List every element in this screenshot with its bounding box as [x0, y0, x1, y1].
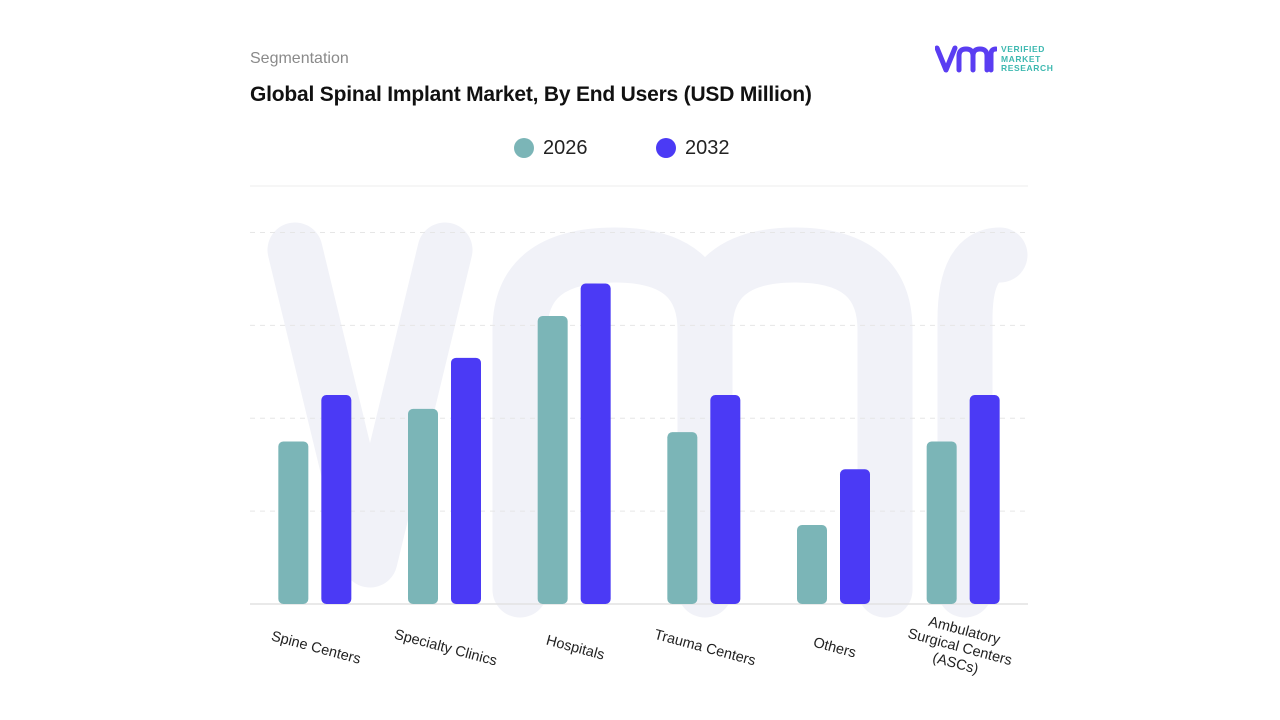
logo-line: RESEARCH — [1001, 63, 1054, 73]
legend-swatch-2032 — [656, 138, 676, 158]
gridlines — [250, 185, 1028, 605]
watermark-r-shape — [937, 227, 1028, 618]
bars — [278, 283, 1000, 604]
bar-2026 — [797, 525, 827, 604]
logo-line: MARKET — [1001, 53, 1041, 64]
watermark-logo — [267, 222, 1028, 618]
bar-2026 — [926, 441, 957, 604]
bar-2032 — [969, 395, 1000, 604]
x-tick-label: Spine Centers — [269, 629, 362, 668]
watermark-v-shape — [267, 222, 473, 588]
legend-label-2026: 2026 — [543, 136, 588, 159]
bar-2032 — [580, 283, 611, 604]
watermark-m-shape — [677, 227, 913, 618]
x-tick-label: Specialty Clinics — [392, 627, 498, 670]
bar-2026 — [667, 432, 698, 604]
legend-swatch-2026 — [514, 138, 534, 158]
legend-label-2032: 2032 — [685, 136, 730, 159]
legend-item-2032: 2032 — [656, 136, 730, 160]
x-axis-labels: Spine Centers Specialty Clinics Hospitals T… — [269, 610, 1018, 686]
bar-2026 — [278, 441, 309, 604]
logo-wordmark: VERIFIED MARKET RESEARCH — [1001, 44, 1054, 74]
chart-title: Global Spinal Implant Market, By End Use… — [250, 83, 812, 106]
bar-2032 — [840, 469, 870, 604]
bar-2026 — [537, 316, 568, 604]
bar-2032 — [710, 395, 741, 604]
x-tick-label: Others — [811, 635, 857, 662]
brand-logo: VERIFIED MARKET RESEARCH — [935, 44, 1065, 76]
bar-2032 — [321, 395, 352, 604]
logo-line: VERIFIED — [1001, 44, 1046, 54]
x-tick-label: Trauma Centers — [652, 627, 757, 669]
x-tick-label: Hospitals — [544, 633, 606, 664]
x-tick-label: AmbulatorySurgical Centers(ASCs) — [902, 610, 1018, 686]
section-overline: Segmentation — [250, 50, 349, 67]
legend-item-2026: 2026 — [514, 136, 588, 160]
bar-2032 — [451, 357, 481, 604]
vmr-logo-icon — [935, 45, 997, 73]
bar-2026 — [408, 408, 438, 604]
